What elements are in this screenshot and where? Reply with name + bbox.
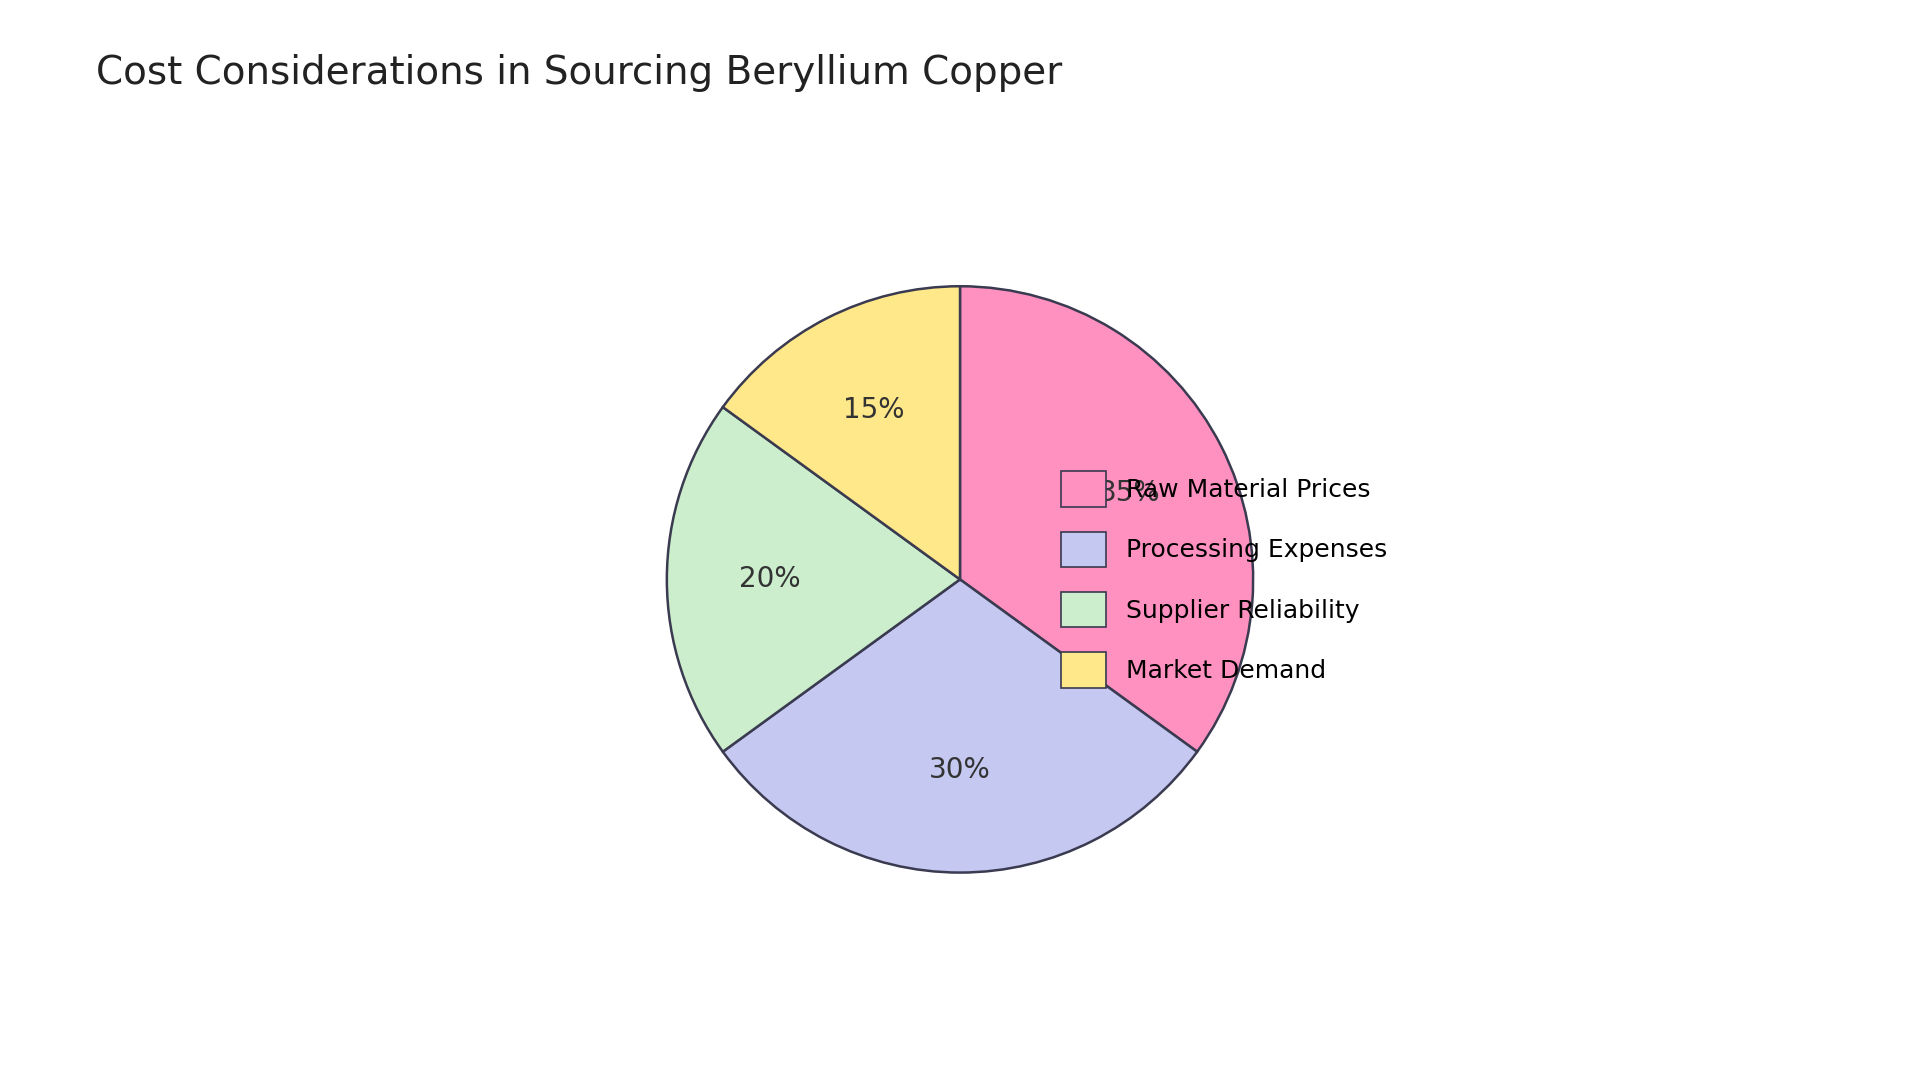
Text: 30%: 30% xyxy=(929,756,991,784)
Text: 15%: 15% xyxy=(843,395,904,423)
Wedge shape xyxy=(722,579,1198,873)
Wedge shape xyxy=(666,407,960,752)
Wedge shape xyxy=(722,286,960,579)
Legend: Raw Material Prices, Processing Expenses, Supplier Reliability, Market Demand: Raw Material Prices, Processing Expenses… xyxy=(1050,461,1398,697)
Text: Cost Considerations in Sourcing Beryllium Copper: Cost Considerations in Sourcing Berylliu… xyxy=(96,54,1062,92)
Wedge shape xyxy=(960,286,1254,752)
Text: 20%: 20% xyxy=(739,565,801,593)
Text: 35%: 35% xyxy=(1098,479,1160,507)
